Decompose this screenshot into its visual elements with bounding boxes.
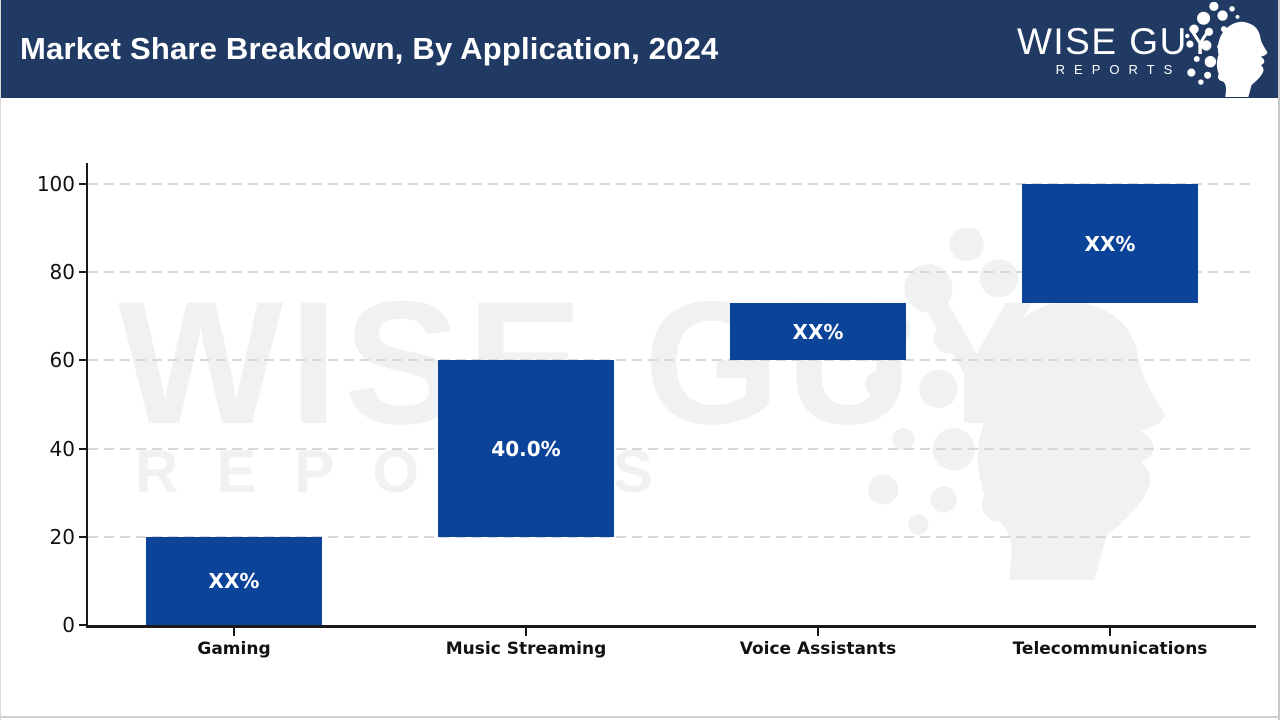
y-tick-label: 60 [49,348,75,373]
y-tick-label: 0 [62,613,75,637]
gridline [88,183,1256,185]
face-profile-dots-icon [1185,1,1268,97]
y-axis-tick [79,359,88,362]
watermark-face-profile-dots-icon [860,228,1165,580]
brand-logo-text: WISE GUY REPORTS [1017,23,1214,76]
gridline [88,447,1256,450]
bar-value-label: 40.0% [491,436,561,461]
waterfall-bar-music-streaming: 40.0% [438,360,614,537]
y-axis-tick [79,447,88,450]
x-axis-tick [817,627,819,636]
x-axis-tick [525,627,527,636]
brand-subname: REPORTS [1055,61,1182,77]
y-tick-label: 20 [49,524,75,549]
x-axis-line [86,625,1256,628]
header: Market Share Breakdown, By Application, … [0,0,1280,98]
bar-value-label: XX% [792,319,844,344]
y-axis-tick [79,535,88,538]
page-title: Market Share Breakdown, By Application, … [20,31,719,66]
x-category-label: Voice Assistants [739,639,897,659]
x-axis-tick [233,627,235,636]
brand-name: WISE GUY [1016,20,1214,62]
waterfall-bar-gaming: XX% [146,536,322,625]
x-category-label: Music Streaming [445,639,607,659]
page-border-right [1278,0,1280,720]
x-category-label: Telecommunications [1012,639,1208,659]
x-category-label: Gaming [197,639,271,659]
y-axis-tick [79,624,88,626]
bar-value-label: XX% [208,568,260,593]
page-border-bottom [0,716,1280,718]
gridline [88,359,1256,362]
page-border-left [0,0,1,720]
y-axis-tick [79,271,88,274]
y-axis-line [86,163,88,627]
brand-logo: WISE GUY REPORTS [1017,1,1272,97]
y-axis-tick [79,183,88,185]
waterfall-bar-voice-assistants: XX% [730,303,906,361]
bar-value-label: XX% [1084,231,1136,256]
waterfall-bar-telecommunications: XX% [1022,184,1198,304]
gridline [88,535,1256,538]
gridline [88,271,1256,274]
x-axis-tick [1109,627,1111,636]
y-tick-label: 40 [49,436,75,461]
y-tick-label: 100 [36,172,75,196]
y-tick-label: 80 [49,260,75,285]
